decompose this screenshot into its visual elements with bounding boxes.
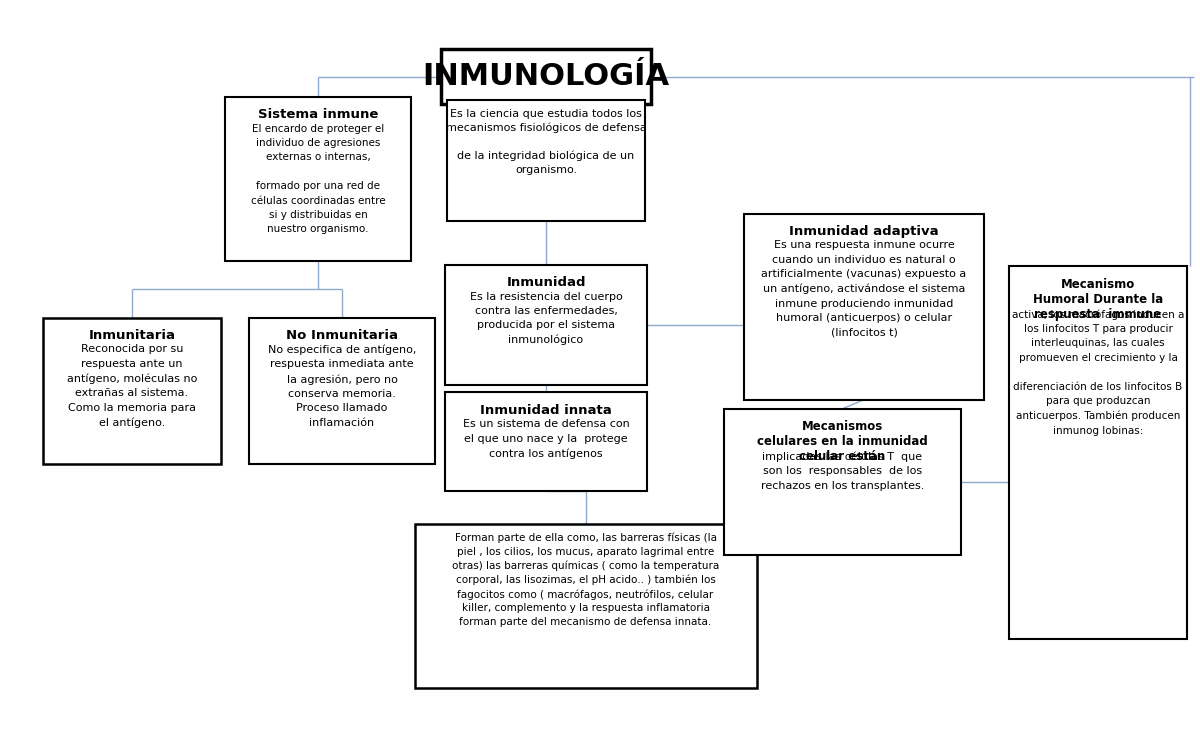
FancyBboxPatch shape (415, 524, 757, 688)
Text: Es la ciencia que estudia todos los
mecanismos fisiológicos de defensa

de la in: Es la ciencia que estudia todos los meca… (445, 109, 647, 175)
Text: Sistema inmune: Sistema inmune (258, 109, 378, 121)
Text: Mecanismo
Humoral Durante la
respuesta  immune: Mecanismo Humoral Durante la respuesta i… (1033, 278, 1163, 321)
Text: Mecanismos
celulares en la inmunidad
celular están: Mecanismos celulares en la inmunidad cel… (757, 420, 928, 464)
FancyBboxPatch shape (724, 409, 961, 555)
FancyBboxPatch shape (43, 318, 221, 464)
Text: implicadas las células T  que
son los  responsables  de los
rechazos en los tran: implicadas las células T que son los res… (761, 451, 924, 491)
Text: El encardo de proteger el
individuo de agresiones
externas o internas,

formado : El encardo de proteger el individuo de a… (251, 123, 385, 234)
FancyBboxPatch shape (446, 100, 646, 220)
FancyBboxPatch shape (442, 50, 650, 104)
Text: No Inmunitaria: No Inmunitaria (286, 329, 398, 342)
Text: Inmunidad innata: Inmunidad innata (480, 404, 612, 417)
Text: Forman parte de ella como, las barreras físicas (la
piel , los cilios, los mucus: Forman parte de ella como, las barreras … (452, 533, 719, 627)
Text: activa, los macrófagos inducen a
los linfocitos T para producir
interleuquinas, : activa, los macrófagos inducen a los lin… (1012, 309, 1184, 436)
Text: Inmunidad: Inmunidad (506, 276, 586, 289)
Text: Es un sistema de defensa con
el que uno nace y la  protege
contra los antígenos: Es un sistema de defensa con el que uno … (463, 419, 629, 459)
Text: No especifica de antígeno,
respuesta inmediata ante
la agresión, pero no
conserv: No especifica de antígeno, respuesta inm… (268, 345, 416, 428)
Text: Es una respuesta inmune ocurre
cuando un individuo es natural o
artificialmente : Es una respuesta inmune ocurre cuando un… (761, 240, 967, 337)
FancyBboxPatch shape (744, 213, 984, 400)
Text: Inmunidad adaptiva: Inmunidad adaptiva (790, 225, 938, 238)
FancyBboxPatch shape (445, 393, 647, 491)
FancyBboxPatch shape (226, 97, 412, 261)
Text: INMUNOLOGÍA: INMUNOLOGÍA (422, 62, 670, 91)
FancyBboxPatch shape (1009, 266, 1187, 639)
FancyBboxPatch shape (248, 318, 434, 464)
Text: Es la resistencia del cuerpo
contra las enfermedades,
producida por el sistema
i: Es la resistencia del cuerpo contra las … (469, 291, 623, 345)
Text: Reconocida por su
respuesta ante un
antígeno, moléculas no
extrañas al sistema.
: Reconocida por su respuesta ante un antí… (67, 345, 197, 428)
FancyBboxPatch shape (445, 264, 647, 385)
Text: Inmunitaria: Inmunitaria (89, 329, 175, 342)
